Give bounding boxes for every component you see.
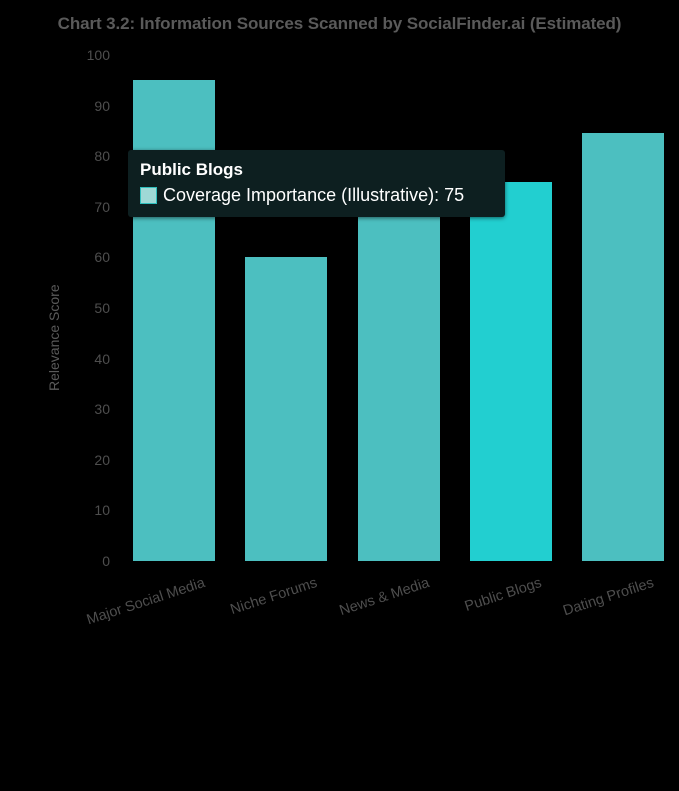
y-axis-tick-label: 90 — [94, 97, 110, 114]
y-axis-tick-label: 80 — [94, 148, 110, 165]
plot-area — [118, 55, 679, 561]
tooltip-series-row: Coverage Importance (Illustrative): 75 — [140, 184, 493, 207]
y-axis-tick-label: 20 — [94, 451, 110, 468]
x-axis-tick-labels: Major Social Media Niche Forums News & Med… — [0, 561, 679, 660]
chart-title: Chart 3.2: Information Sources Scanned b… — [57, 14, 622, 33]
tooltip-title: Public Blogs — [140, 160, 243, 179]
y-axis-tick-label: 100 — [86, 47, 110, 63]
bar[interactable] — [469, 181, 552, 561]
tooltip-color-swatch-icon — [140, 187, 157, 204]
y-axis-tick-label: 70 — [94, 198, 110, 215]
bar[interactable] — [245, 257, 328, 561]
chart-tooltip: Public Blogs Coverage Importance (Illust… — [128, 150, 505, 217]
y-axis-tick-labels: 0 10 20 30 40 50 60 70 80 90 100 — [60, 0, 110, 660]
y-axis-tick-label: 40 — [94, 350, 110, 367]
y-axis-tick-label: 50 — [94, 300, 110, 316]
y-axis-tick-label: 0 — [102, 553, 110, 569]
y-axis-tick-label: 30 — [94, 401, 110, 418]
x-axis-tick-label: News & Media — [337, 575, 432, 620]
tooltip-series-value: Coverage Importance (Illustrative): 75 — [163, 185, 465, 206]
y-axis-tick-label: 10 — [94, 502, 110, 519]
bar[interactable] — [581, 133, 664, 561]
y-axis-tick-label: 60 — [94, 249, 110, 266]
bar-chart: Chart 3.2: Information Sources Scanned b… — [0, 0, 679, 660]
bar[interactable] — [357, 156, 440, 561]
x-axis-tick-label: Public Blogs — [462, 575, 544, 615]
